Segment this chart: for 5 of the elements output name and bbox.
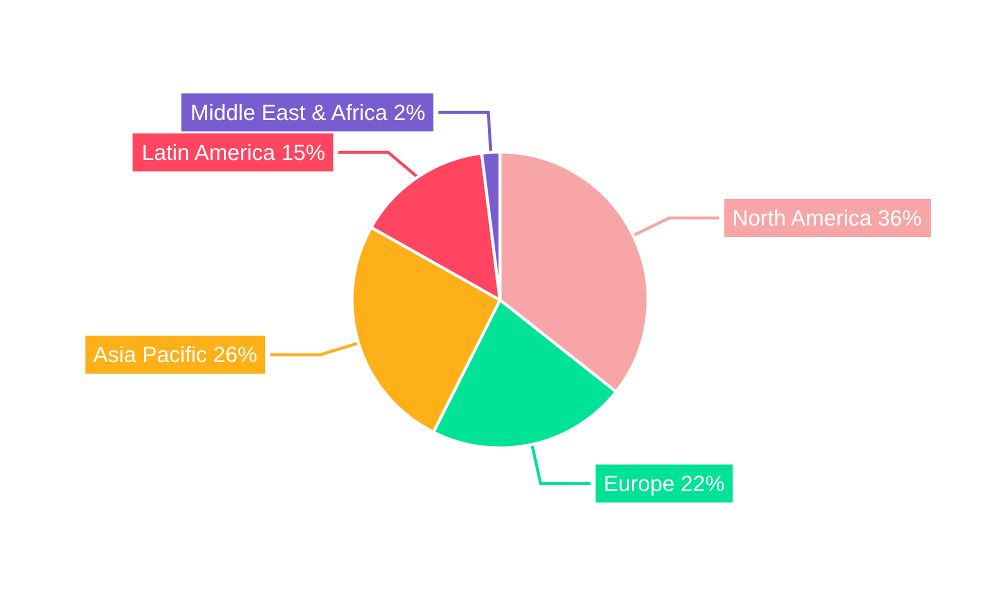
slice-label: Europe 22% [604, 471, 725, 496]
slice-label: North America 36% [732, 206, 922, 231]
slice-label: Asia Pacific 26% [93, 342, 258, 368]
slice-label: Middle East & Africa 2% [190, 100, 426, 125]
slice-label: Latin America 15% [142, 140, 326, 165]
